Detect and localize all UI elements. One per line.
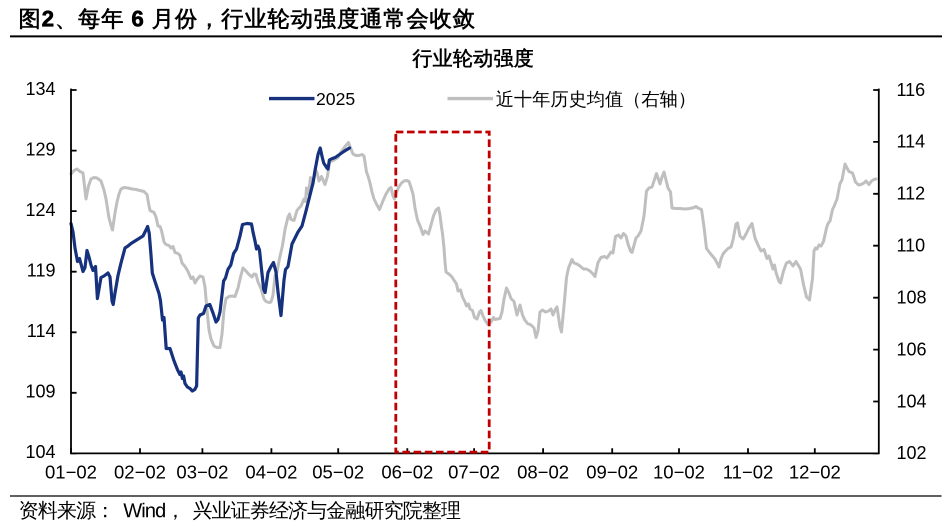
svg-text:09−02: 09−02 xyxy=(586,462,638,483)
svg-text:07−02: 07−02 xyxy=(448,462,500,483)
svg-text:124: 124 xyxy=(25,200,55,220)
svg-text:114: 114 xyxy=(897,132,926,152)
svg-text:116: 116 xyxy=(897,80,926,100)
svg-text:106: 106 xyxy=(897,339,927,359)
svg-text:03−02: 03−02 xyxy=(176,462,228,483)
svg-text:112: 112 xyxy=(897,184,926,204)
svg-text:06−02: 06−02 xyxy=(381,462,433,483)
svg-text:108: 108 xyxy=(897,288,927,308)
svg-text:114: 114 xyxy=(27,321,56,341)
svg-text:12−02: 12−02 xyxy=(789,462,841,483)
svg-text:04−02: 04−02 xyxy=(245,462,297,483)
svg-text:109: 109 xyxy=(25,382,55,402)
svg-text:11−02: 11−02 xyxy=(723,462,774,483)
svg-text:119: 119 xyxy=(27,261,56,281)
svg-text:2025: 2025 xyxy=(316,89,355,109)
svg-text:05−02: 05−02 xyxy=(312,462,364,483)
svg-text:10−02: 10−02 xyxy=(653,462,705,483)
svg-text:02−02: 02−02 xyxy=(114,462,166,483)
svg-text:104: 104 xyxy=(25,442,55,462)
svg-text:102: 102 xyxy=(897,443,927,463)
svg-text:134: 134 xyxy=(25,79,55,99)
svg-text:104: 104 xyxy=(897,391,927,411)
svg-text:129: 129 xyxy=(25,139,55,159)
svg-text:08−02: 08−02 xyxy=(517,462,569,483)
svg-text:110: 110 xyxy=(897,236,926,256)
svg-text:01−02: 01−02 xyxy=(45,462,97,483)
